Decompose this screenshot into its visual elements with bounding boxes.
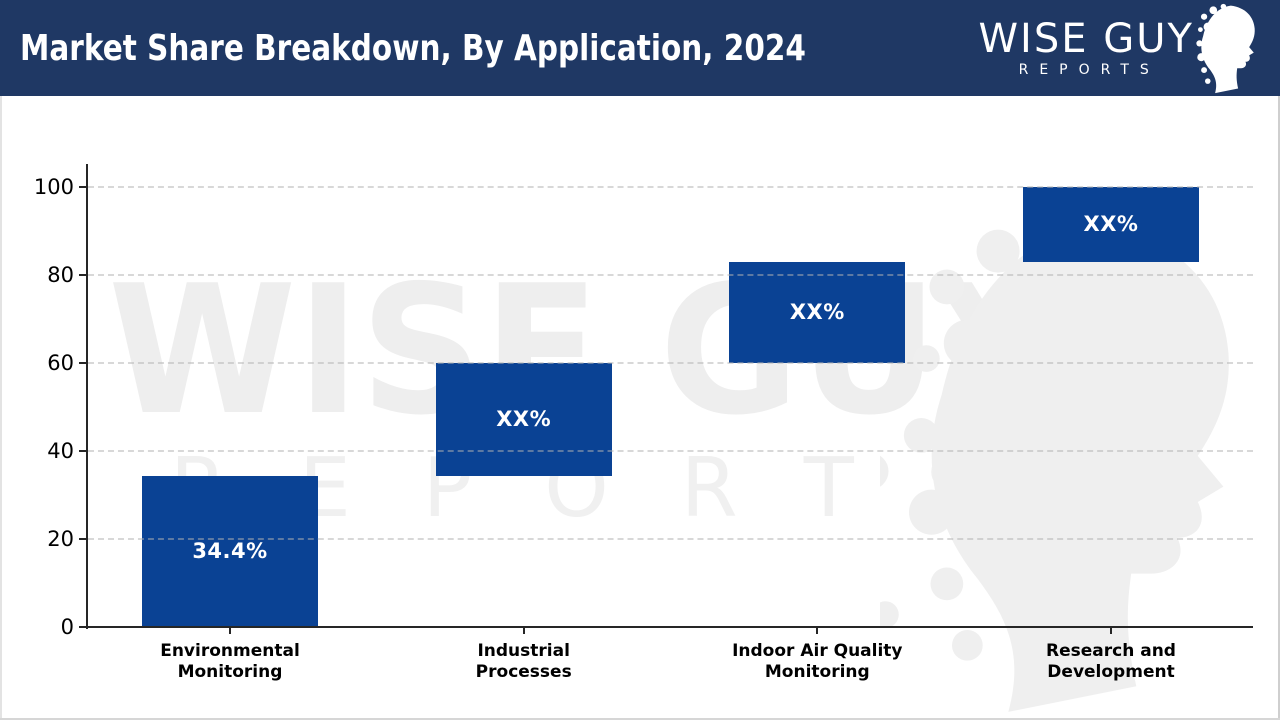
bar-value-label-environmental-monitoring: 34.4%: [192, 539, 268, 564]
brand-face-icon: [1196, 3, 1255, 94]
x-axis-label-industrial-processes: Industrial Processes: [394, 641, 654, 683]
x-axis-label-line-1: Research and: [1046, 641, 1176, 661]
x-axis-label-environmental-monitoring: Environmental Monitoring: [100, 641, 360, 683]
x-tick-indoor-air-quality-monitoring: [816, 627, 819, 634]
x-tick-environmental-monitoring: [229, 627, 231, 634]
y-tick-20: [79, 538, 87, 540]
y-tick-label-100: 100: [33, 175, 74, 199]
x-axis-line: [86, 626, 1253, 628]
header-bar: Market Share Breakdown, By Application, …: [0, 0, 1280, 96]
x-axis-label-indoor-air-quality-monitoring: Indoor Air Quality Monitoring: [687, 641, 947, 683]
brand-subtitle: REPORTS: [1018, 61, 1160, 78]
y-tick-0: [79, 626, 87, 628]
x-axis-label-research-and-development: Research and Development: [981, 641, 1241, 683]
chart-title: Market Share Breakdown, By Application, …: [20, 27, 806, 69]
gridline-20: [88, 538, 1253, 540]
gridline-40: [88, 450, 1253, 452]
x-axis-label-line-1: Environmental: [160, 641, 300, 661]
gridline-100: [88, 186, 1253, 188]
y-tick-label-0: 0: [60, 615, 74, 639]
y-tick-label-40: 40: [47, 439, 74, 463]
x-axis-label-line-2: Development: [1047, 662, 1175, 682]
y-tick-40: [79, 450, 87, 452]
x-tick-research-and-development: [1110, 627, 1112, 634]
y-tick-label-20: 20: [47, 527, 74, 551]
x-axis-label-line-1: Indoor Air Quality: [732, 641, 903, 661]
bar-environmental-monitoring: 34.4%: [142, 475, 318, 627]
gridline-80: [88, 274, 1253, 276]
bar-value-label-research-and-development: XX%: [1083, 212, 1139, 237]
bar-industrial-processes: XX%: [435, 363, 612, 476]
brand-name: WISE GUY: [978, 15, 1194, 62]
x-axis-label-line-2: Processes: [475, 662, 572, 682]
y-tick-100: [79, 186, 87, 188]
y-axis-line: [86, 164, 88, 629]
bar-value-label-industrial-processes: XX%: [496, 407, 552, 432]
bar-indoor-air-quality-monitoring: XX%: [729, 261, 906, 363]
x-tick-industrial-processes: [522, 627, 525, 634]
brand-wordmark: WISE GUY REPORTS: [978, 19, 1193, 78]
gridline-60: [88, 362, 1253, 364]
y-tick-label-60: 60: [47, 351, 74, 375]
y-tick-label-80: 80: [47, 263, 74, 287]
bar-value-label-indoor-air-quality-monitoring: XX%: [789, 300, 845, 325]
bar-research-and-development: XX%: [1023, 187, 1199, 262]
x-axis-label-line-2: Monitoring: [764, 662, 870, 682]
x-axis-label-line-1: Industrial: [477, 641, 570, 661]
x-axis-label-line-2: Monitoring: [177, 662, 283, 682]
brand-logo: WISE GUY REPORTS: [978, 2, 1275, 94]
y-tick-80: [79, 274, 87, 276]
y-tick-60: [79, 362, 87, 364]
